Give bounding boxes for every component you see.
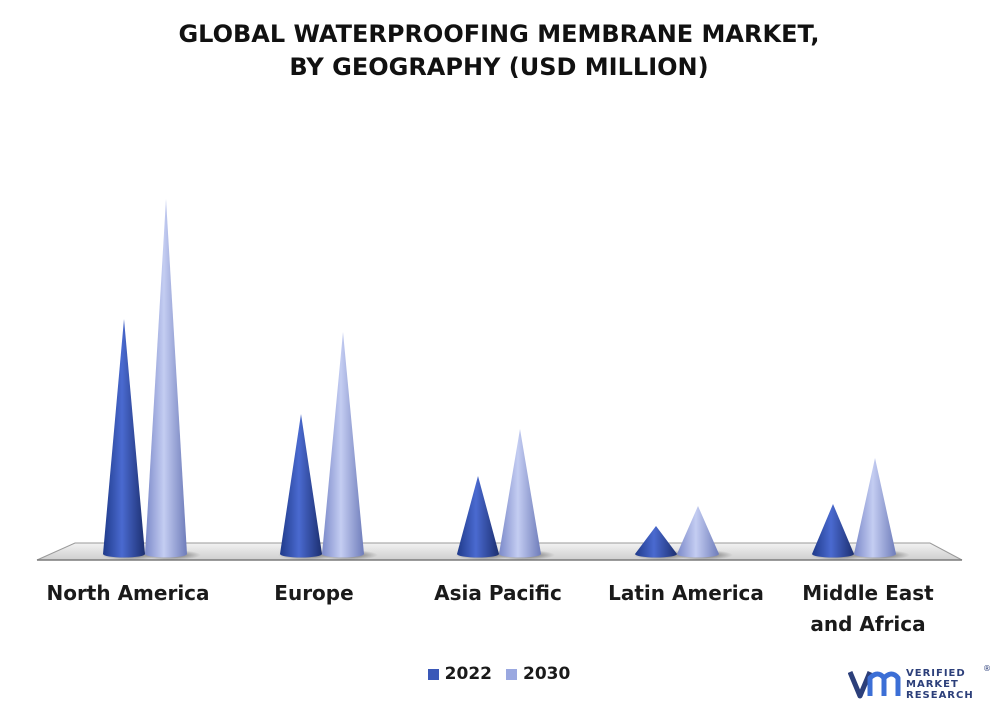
legend: 2022 2030 (0, 664, 998, 684)
legend-label-2022: 2022 (444, 664, 492, 684)
cone-2030-middle-east-and-africa (854, 458, 896, 558)
legend-swatch-2022 (427, 668, 439, 680)
cone-2022-latin-america (635, 526, 677, 558)
vmr-logo-line-3: RESEARCH (906, 690, 974, 701)
category-label-europe: Europe (274, 581, 354, 605)
cone-2022-asia-pacific (457, 476, 499, 558)
category-label-north-america: North America (46, 581, 210, 605)
chart-title: GLOBAL WATERPROOFING MEMBRANE MARKET, BY… (0, 18, 998, 84)
legend-item-2022: 2022 (427, 664, 492, 684)
category-label-latin-america: Latin America (608, 581, 764, 605)
cone-2022-north-america (103, 319, 145, 558)
chart-title-line-1: GLOBAL WATERPROOFING MEMBRANE MARKET, (178, 20, 820, 48)
vmr-logo-registered: ® (983, 664, 991, 673)
legend-swatch-2030 (506, 668, 517, 680)
cone-2030-latin-america (677, 506, 719, 558)
category-label-asia-pacific: Asia Pacific (434, 581, 562, 605)
cone-2030-europe (322, 332, 364, 558)
legend-label-2030: 2030 (523, 664, 571, 684)
cones-group (101, 199, 910, 560)
vmr-logo-text: VERIFIED MARKET RESEARCH (906, 668, 974, 701)
legend-item-2030: 2030 (506, 664, 570, 684)
cone-2022-europe (280, 414, 322, 558)
cone-2022-middle-east-and-africa (812, 504, 854, 558)
vmr-logo-line-1: VERIFIED (906, 668, 966, 679)
category-label-middle-east-and-africa: Middle East and Africa (802, 581, 934, 636)
cone-2030-asia-pacific (499, 429, 541, 558)
vmr-logo-mark (848, 671, 901, 699)
vmr-logo-line-2: MARKET (906, 679, 959, 690)
chart-title-line-2: BY GEOGRAPHY (USD MILLION) (289, 53, 709, 81)
vmr-logo: VERIFIED MARKET RESEARCH ® (848, 664, 993, 704)
cone-2030-north-america (145, 199, 187, 558)
